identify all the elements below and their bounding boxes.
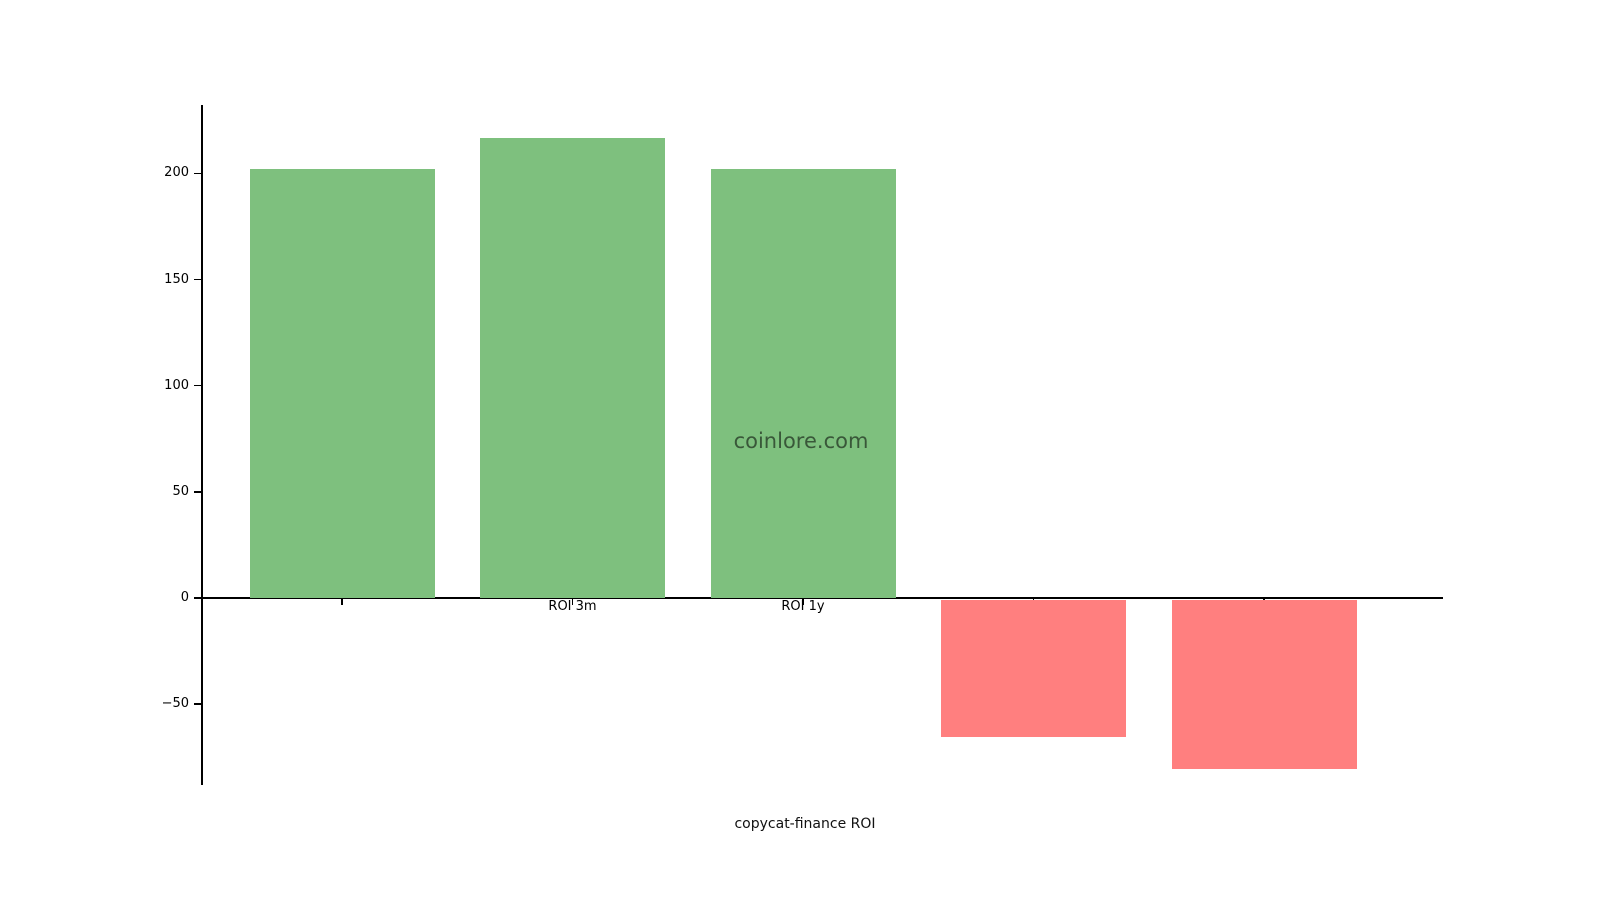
y-axis-tick (194, 491, 201, 493)
watermark-text: coinlore.com (733, 429, 869, 453)
x-axis-tick (341, 598, 343, 605)
y-axis-tick-label: 100 (164, 377, 189, 393)
x-axis-tick (571, 598, 574, 605)
x-axis-tick (802, 598, 804, 605)
bar-negative (941, 599, 1126, 738)
bar-negative (1171, 599, 1357, 770)
y-axis-tick-label: 150 (164, 271, 189, 287)
y-axis-tick (194, 597, 201, 599)
y-axis-tick (194, 703, 201, 705)
x-axis-tick-label: ROI 3m (548, 599, 597, 614)
y-axis-tick (194, 278, 201, 281)
bar-positive (249, 169, 435, 598)
x-axis-tick-label: ROI 1y (781, 599, 825, 614)
y-axis-tick-label: 0 (180, 590, 189, 605)
y-axis-spine (201, 105, 203, 785)
bar-positive (480, 138, 665, 598)
y-axis-tick (194, 384, 201, 387)
y-axis-tick (194, 172, 201, 175)
chart-x-label: copycat-finance ROI (734, 816, 876, 832)
y-axis-tick-label: −50 (161, 696, 189, 712)
bar-positive (710, 169, 896, 598)
y-axis-tick-label: 200 (164, 165, 189, 181)
y-axis-tick-label: 50 (172, 483, 189, 499)
